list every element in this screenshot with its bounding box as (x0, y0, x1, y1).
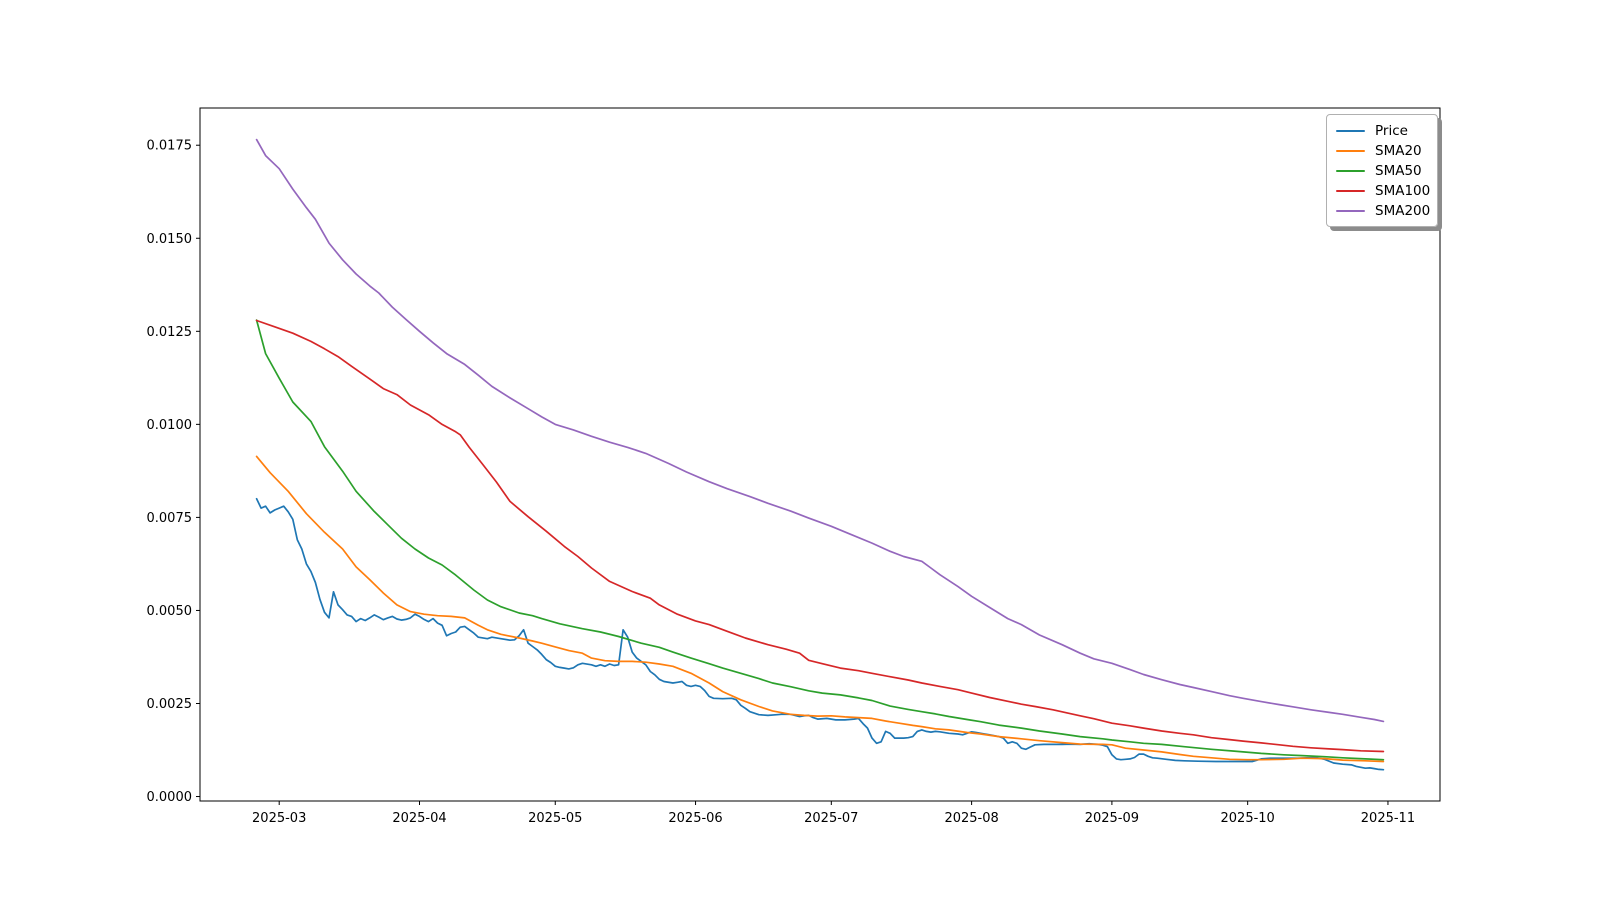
legend-line-sample (1336, 189, 1365, 193)
legend-label: SMA100 (1375, 183, 1431, 199)
x-tick-label: 2025-11 (1361, 811, 1415, 826)
y-tick-label: 0.0125 (147, 325, 193, 340)
y-tick-label: 0.0025 (147, 697, 193, 712)
x-tick-label: 2025-08 (944, 811, 998, 826)
series-line-sma100 (255, 319, 1385, 753)
legend-label: SMA50 (1375, 163, 1422, 179)
legend-item-sma200: SMA200 (1336, 201, 1431, 221)
y-tick-label: 0.0050 (147, 604, 193, 619)
y-tick-label: 0.0100 (147, 418, 193, 433)
x-tick-label: 2025-10 (1221, 811, 1275, 826)
legend-line-sample (1336, 149, 1365, 153)
legend: Price SMA20 SMA50 SMA100 SMA200 (1326, 114, 1438, 227)
x-tick-label: 2025-09 (1085, 811, 1139, 826)
legend-item-sma50: SMA50 (1336, 161, 1429, 181)
series-line-sma50 (255, 319, 1385, 761)
x-tick-label: 2025-03 (252, 811, 306, 826)
y-tick-label: 0.0075 (147, 511, 193, 526)
y-tick-label: 0.0150 (147, 232, 193, 247)
series-line-sma200 (255, 138, 1385, 723)
x-tick-label: 2025-04 (392, 811, 446, 826)
legend-label: SMA20 (1375, 143, 1422, 159)
legend-line-sample (1336, 209, 1365, 213)
x-tick-label: 2025-07 (804, 811, 858, 826)
legend-label: Price (1375, 123, 1408, 139)
y-tick-label: 0.0175 (147, 139, 193, 154)
y-tick-label: 0.0000 (147, 790, 193, 805)
axes-frame (199, 107, 1441, 802)
legend-item-sma20: SMA20 (1336, 141, 1429, 161)
series-line-sma20 (255, 455, 1385, 763)
legend-line-sample (1336, 129, 1365, 133)
legend-item-price: Price (1336, 121, 1429, 141)
legend-label: SMA200 (1375, 203, 1431, 219)
series-line-price (255, 497, 1385, 771)
legend-item-sma100: SMA100 (1336, 181, 1431, 201)
legend-line-sample (1336, 169, 1365, 173)
x-tick-label: 2025-06 (668, 811, 722, 826)
x-tick-label: 2025-05 (528, 811, 582, 826)
